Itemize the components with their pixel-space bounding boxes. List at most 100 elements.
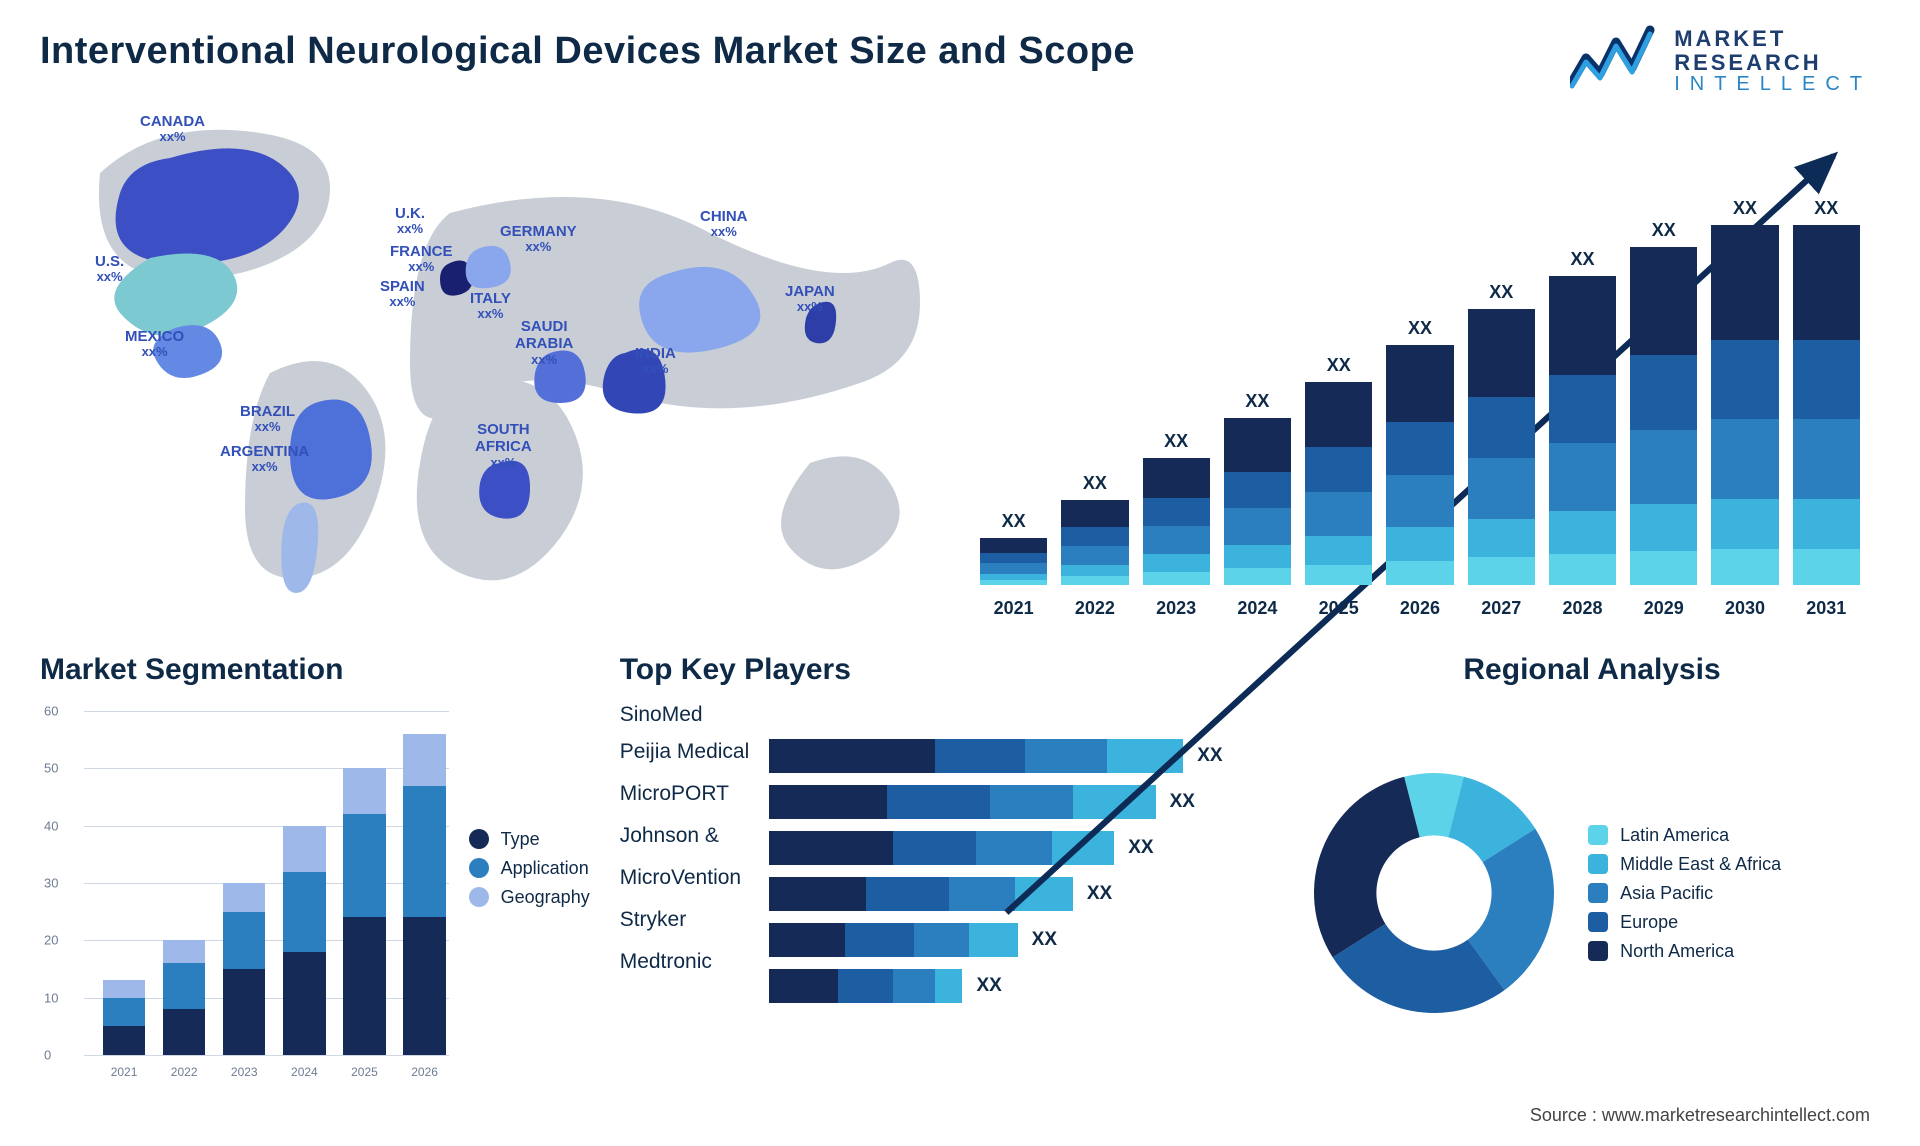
main-bar-year: 2030 [1725, 598, 1765, 619]
seg-y-tick: 20 [44, 933, 58, 948]
map-callout: U.K.xx% [395, 205, 425, 237]
main-bar: XX2029 [1630, 198, 1697, 585]
map-callout: FRANCExx% [390, 243, 453, 275]
map-callout: CANADAxx% [140, 113, 205, 145]
map-callout: MEXICOxx% [125, 328, 184, 360]
kp-label: MicroPORT [620, 777, 750, 811]
main-bar-value: XX [1814, 198, 1838, 219]
key-players-bars: XX XX XX XX XX XX [769, 739, 1274, 1083]
main-bar: XX2022 [1061, 198, 1128, 585]
kp-label: SinoMed [620, 703, 750, 727]
seg-bar: 2025 [340, 711, 388, 1055]
main-bar: XX2028 [1549, 198, 1616, 585]
seg-y-tick: 30 [44, 876, 58, 891]
main-bar-value: XX [1408, 318, 1432, 339]
key-players-labels: SinoMed Peijia Medical MicroPORT Johnson & M… [620, 703, 750, 1083]
kp-label: Johnson & [620, 819, 750, 853]
seg-x-tick: 2026 [411, 1065, 438, 1079]
kp-label: Stryker [620, 903, 750, 937]
map-callout: ITALYxx% [470, 290, 511, 322]
map-callout: SAUDIARABIAxx% [515, 318, 573, 367]
main-bar-year: 2027 [1481, 598, 1521, 619]
seg-legend-item: Application [469, 858, 590, 879]
key-players-panel: Top Key Players SinoMed Peijia Medical Mic… [620, 653, 1274, 1083]
seg-x-tick: 2023 [231, 1065, 258, 1079]
map-callout: SOUTHAFRICAxx% [475, 421, 532, 470]
seg-bar: 2026 [401, 711, 449, 1055]
main-bar: XX2027 [1468, 198, 1535, 585]
seg-x-tick: 2021 [111, 1065, 138, 1079]
seg-legend-item: Geography [469, 887, 590, 908]
segmentation-chart: 0102030405060202120222023202420252026 [40, 703, 449, 1083]
seg-y-tick: 50 [44, 761, 58, 776]
main-bar-value: XX [1164, 431, 1188, 452]
regional-panel: Regional Analysis Latin America Middle Ea… [1304, 653, 1880, 1083]
main-bar: XX2021 [980, 198, 1047, 585]
kp-bar-value: XX [1087, 883, 1112, 905]
brand-logo-mark [1570, 24, 1660, 98]
key-players-title: Top Key Players [620, 653, 1274, 687]
map-callout: SPAINxx% [380, 278, 425, 310]
regional-title: Regional Analysis [1304, 653, 1880, 687]
map-callout: ARGENTINAxx% [220, 443, 309, 475]
segmentation-title: Market Segmentation [40, 653, 449, 687]
main-bar-value: XX [1327, 355, 1351, 376]
seg-bar: 2023 [220, 711, 268, 1055]
map-callout: GERMANYxx% [500, 223, 577, 255]
main-growth-chart: XX2021XX2022XX2023XX2024XX2025XX2026XX20… [980, 103, 1880, 623]
main-bar-value: XX [1002, 511, 1026, 532]
map-callout: U.S.xx% [95, 253, 124, 285]
regional-legend-item: Asia Pacific [1588, 883, 1781, 904]
regional-legend-item: North America [1588, 941, 1781, 962]
main-bar-year: 2026 [1400, 598, 1440, 619]
kp-bar-row: XX [769, 831, 1274, 865]
segmentation-panel: Market Segmentation 01020304050602021202… [40, 653, 590, 1083]
map-callout: CHINAxx% [700, 208, 748, 240]
source-text: Source : www.marketresearchintellect.com [1530, 1105, 1870, 1126]
main-bar-value: XX [1652, 220, 1676, 241]
kp-bar-row: XX [769, 923, 1274, 957]
kp-bar-value: XX [976, 975, 1001, 997]
kp-bar-row: XX [769, 785, 1274, 819]
main-bar: XX2031 [1793, 198, 1860, 585]
main-bar: XX2024 [1224, 198, 1291, 585]
world-map: CANADAxx% U.S.xx% MEXICOxx% BRAZILxx% ARGENT… [40, 103, 940, 623]
logo-line-1: MARKET [1674, 27, 1872, 50]
regional-legend-item: Middle East & Africa [1588, 854, 1781, 875]
main-bar-year: 2021 [994, 598, 1034, 619]
kp-label: MicroVention [620, 861, 750, 895]
seg-x-tick: 2025 [351, 1065, 378, 1079]
main-bar-year: 2031 [1806, 598, 1846, 619]
logo-line-2: RESEARCH [1674, 51, 1872, 74]
regional-legend-item: Europe [1588, 912, 1781, 933]
main-bar-year: 2025 [1319, 598, 1359, 619]
segmentation-legend: TypeApplicationGeography [469, 821, 590, 916]
kp-bar-value: XX [1170, 791, 1195, 813]
seg-bar: 2022 [160, 711, 208, 1055]
logo-line-3: INTELLECT [1674, 74, 1872, 95]
main-bar-year: 2023 [1156, 598, 1196, 619]
regional-legend: Latin America Middle East & Africa Asia Pa… [1588, 817, 1781, 970]
kp-label: Peijia Medical [620, 735, 750, 769]
main-bar: XX2023 [1143, 198, 1210, 585]
main-bar-value: XX [1489, 282, 1513, 303]
kp-bar-row: XX [769, 969, 1274, 1003]
main-bar: XX2026 [1386, 198, 1453, 585]
seg-y-tick: 10 [44, 990, 58, 1005]
regional-legend-item: Latin America [1588, 825, 1781, 846]
seg-x-tick: 2022 [171, 1065, 198, 1079]
map-callout: JAPANxx% [785, 283, 835, 315]
main-bar-value: XX [1083, 473, 1107, 494]
kp-bar-row: XX [769, 877, 1274, 911]
seg-y-tick: 60 [44, 704, 58, 719]
kp-bar-value: XX [1032, 929, 1057, 951]
map-callout: BRAZILxx% [240, 403, 295, 435]
map-callout: INDIAxx% [635, 345, 676, 377]
donut-slice [1314, 777, 1420, 958]
main-bar: XX2025 [1305, 198, 1372, 585]
main-bar: XX2030 [1711, 198, 1778, 585]
main-bar-value: XX [1245, 391, 1269, 412]
main-bar-value: XX [1733, 198, 1757, 219]
seg-x-tick: 2024 [291, 1065, 318, 1079]
kp-bar-row: XX [769, 739, 1274, 773]
